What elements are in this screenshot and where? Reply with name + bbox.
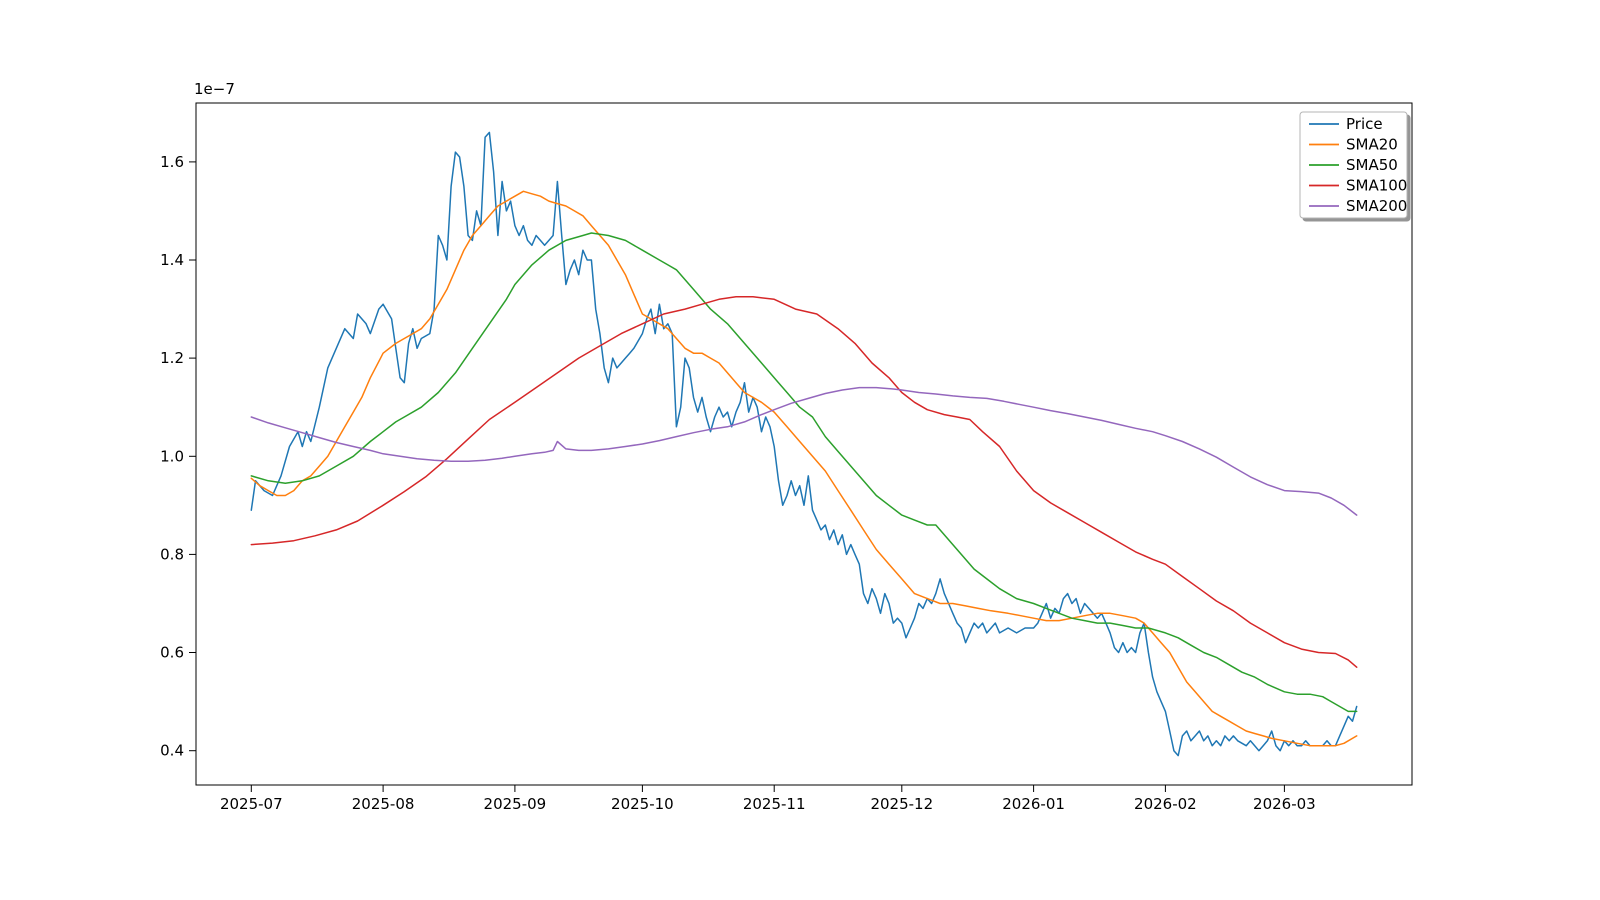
y-tick-label: 0.6 — [160, 644, 184, 662]
plot-frame — [195, 102, 1413, 786]
legend-label-sma50: SMA50 — [1346, 156, 1398, 174]
x-tick-label: 2025-09 — [484, 795, 547, 813]
y-tick-label: 0.4 — [160, 742, 184, 760]
x-tick-label: 2025-12 — [870, 795, 933, 813]
x-tick-label: 2026-03 — [1253, 795, 1316, 813]
series-line-sma20 — [250, 190, 1358, 747]
y-tick-label: 1.0 — [160, 447, 184, 465]
legend-label-price: Price — [1346, 115, 1383, 133]
y-tick-label: 1.4 — [160, 251, 184, 269]
legend-label-sma200: SMA200 — [1346, 197, 1407, 215]
x-tick-label: 2025-10 — [611, 795, 674, 813]
x-tick-label: 2025-11 — [743, 795, 806, 813]
x-tick-label: 2026-02 — [1134, 795, 1197, 813]
series-line-price — [250, 131, 1358, 757]
x-tick-label: 2025-08 — [352, 795, 415, 813]
legend-label-sma20: SMA20 — [1346, 136, 1398, 154]
series-line-sma200 — [250, 386, 1358, 516]
legend: Price SMA20 SMA50 SMA100 SMA200 — [1299, 111, 1408, 219]
y-tick-label: 1.6 — [160, 153, 184, 171]
y-tick-label: 1.2 — [160, 349, 184, 367]
legend-box — [1299, 111, 1408, 219]
legend-label-sma100: SMA100 — [1346, 177, 1407, 195]
series-line-sma50 — [250, 232, 1358, 713]
y-tick-label: 0.8 — [160, 545, 184, 563]
y-offset-label: 1e−7 — [194, 80, 235, 98]
x-tick-label: 2025-07 — [220, 795, 283, 813]
x-tick-label: 2026-01 — [1002, 795, 1065, 813]
series-line-sma100 — [250, 296, 1358, 668]
